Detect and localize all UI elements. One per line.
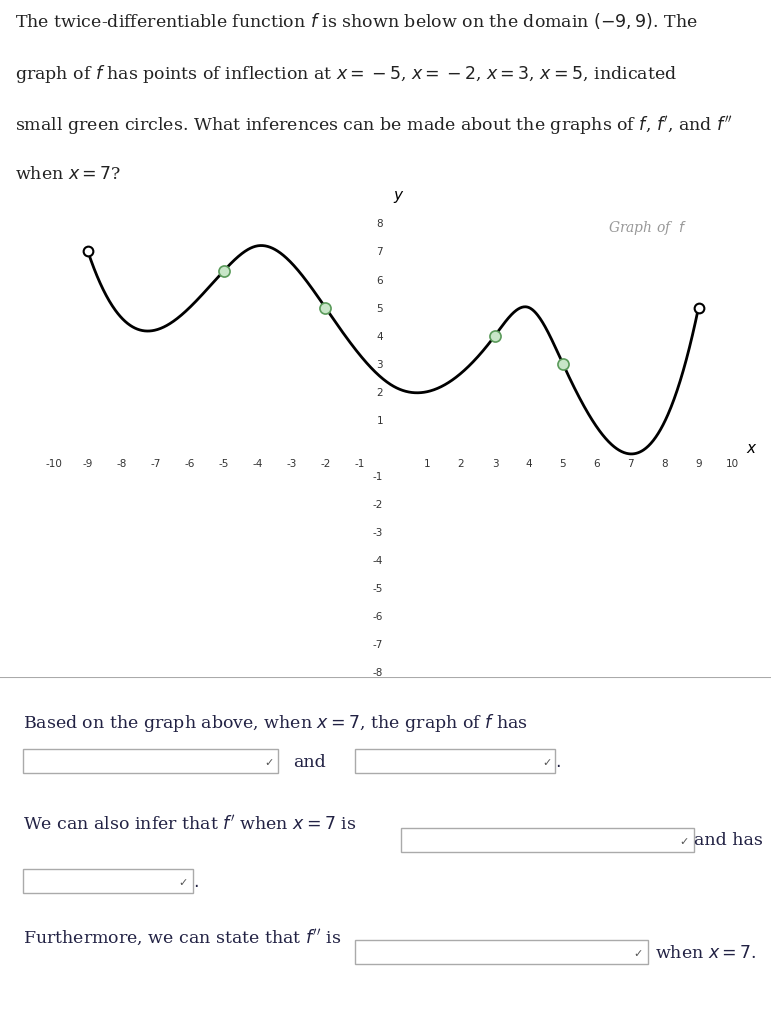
Text: -10: -10	[45, 459, 62, 468]
Text: The twice-differentiable function $f$ is shown below on the domain $(-9, 9)$. Th: The twice-differentiable function $f$ is…	[15, 11, 699, 32]
Text: 9: 9	[695, 459, 702, 468]
Text: when $x = 7$.: when $x = 7$.	[655, 944, 757, 961]
Text: and: and	[293, 753, 325, 769]
Text: when $x = 7$?: when $x = 7$?	[15, 166, 122, 182]
Text: $\checkmark$: $\checkmark$	[264, 756, 274, 766]
Text: $\checkmark$: $\checkmark$	[542, 756, 551, 766]
Text: 2: 2	[376, 387, 383, 397]
FancyBboxPatch shape	[355, 749, 555, 773]
Text: -2: -2	[320, 459, 331, 468]
Text: -8: -8	[116, 459, 127, 468]
Text: $\checkmark$: $\checkmark$	[633, 948, 642, 958]
Text: Based on the graph above, when $x = 7$, the graph of $f$ has: Based on the graph above, when $x = 7$, …	[23, 711, 528, 734]
Text: -1: -1	[372, 472, 383, 481]
Text: Furthermore, we can state that $f''$ is: Furthermore, we can state that $f''$ is	[23, 927, 342, 947]
FancyBboxPatch shape	[401, 827, 694, 852]
Text: 6: 6	[376, 275, 383, 285]
Text: -3: -3	[286, 459, 297, 468]
Text: -4: -4	[252, 459, 263, 468]
Text: -7: -7	[150, 459, 161, 468]
Text: .: .	[555, 752, 561, 770]
Text: $\checkmark$: $\checkmark$	[679, 835, 689, 845]
Text: 3: 3	[376, 360, 383, 369]
Text: 2: 2	[458, 459, 464, 468]
Text: -3: -3	[372, 528, 383, 537]
FancyBboxPatch shape	[355, 941, 648, 964]
Text: 4: 4	[526, 459, 532, 468]
Text: 10: 10	[726, 459, 739, 468]
Text: -2: -2	[372, 499, 383, 510]
Text: -6: -6	[372, 611, 383, 622]
Text: 1: 1	[424, 459, 430, 468]
Text: -8: -8	[372, 667, 383, 678]
Text: Graph of  $f$: Graph of $f$	[608, 219, 687, 236]
Text: $\checkmark$: $\checkmark$	[178, 875, 187, 886]
Text: -5: -5	[372, 584, 383, 593]
Text: 7: 7	[628, 459, 634, 468]
Text: -7: -7	[372, 640, 383, 649]
Text: $y$: $y$	[392, 189, 404, 205]
Text: and has: and has	[694, 832, 763, 848]
Text: 5: 5	[376, 304, 383, 313]
Text: 8: 8	[376, 219, 383, 229]
Text: -5: -5	[218, 459, 229, 468]
Text: -1: -1	[354, 459, 365, 468]
FancyBboxPatch shape	[23, 749, 278, 773]
Text: 7: 7	[376, 248, 383, 257]
Text: -9: -9	[82, 459, 93, 468]
Text: 4: 4	[376, 331, 383, 341]
Text: $x$: $x$	[746, 441, 758, 455]
Text: 1: 1	[376, 416, 383, 425]
Text: We can also infer that $f'$ when $x = 7$ is: We can also infer that $f'$ when $x = 7$…	[23, 814, 356, 834]
Text: 5: 5	[560, 459, 566, 468]
Text: 3: 3	[492, 459, 498, 468]
Text: 8: 8	[662, 459, 668, 468]
Text: small green circles. What inferences can be made about the graphs of $f$, $f'$, : small green circles. What inferences can…	[15, 114, 733, 138]
Text: -6: -6	[184, 459, 195, 468]
FancyBboxPatch shape	[23, 869, 193, 893]
Text: -4: -4	[372, 555, 383, 566]
Text: .: .	[193, 872, 198, 890]
Text: graph of $f$ has points of inflection at $x = -5$, $x = -2$, $x = 3$, $x = 5$, i: graph of $f$ has points of inflection at…	[15, 63, 678, 85]
Text: 6: 6	[594, 459, 600, 468]
